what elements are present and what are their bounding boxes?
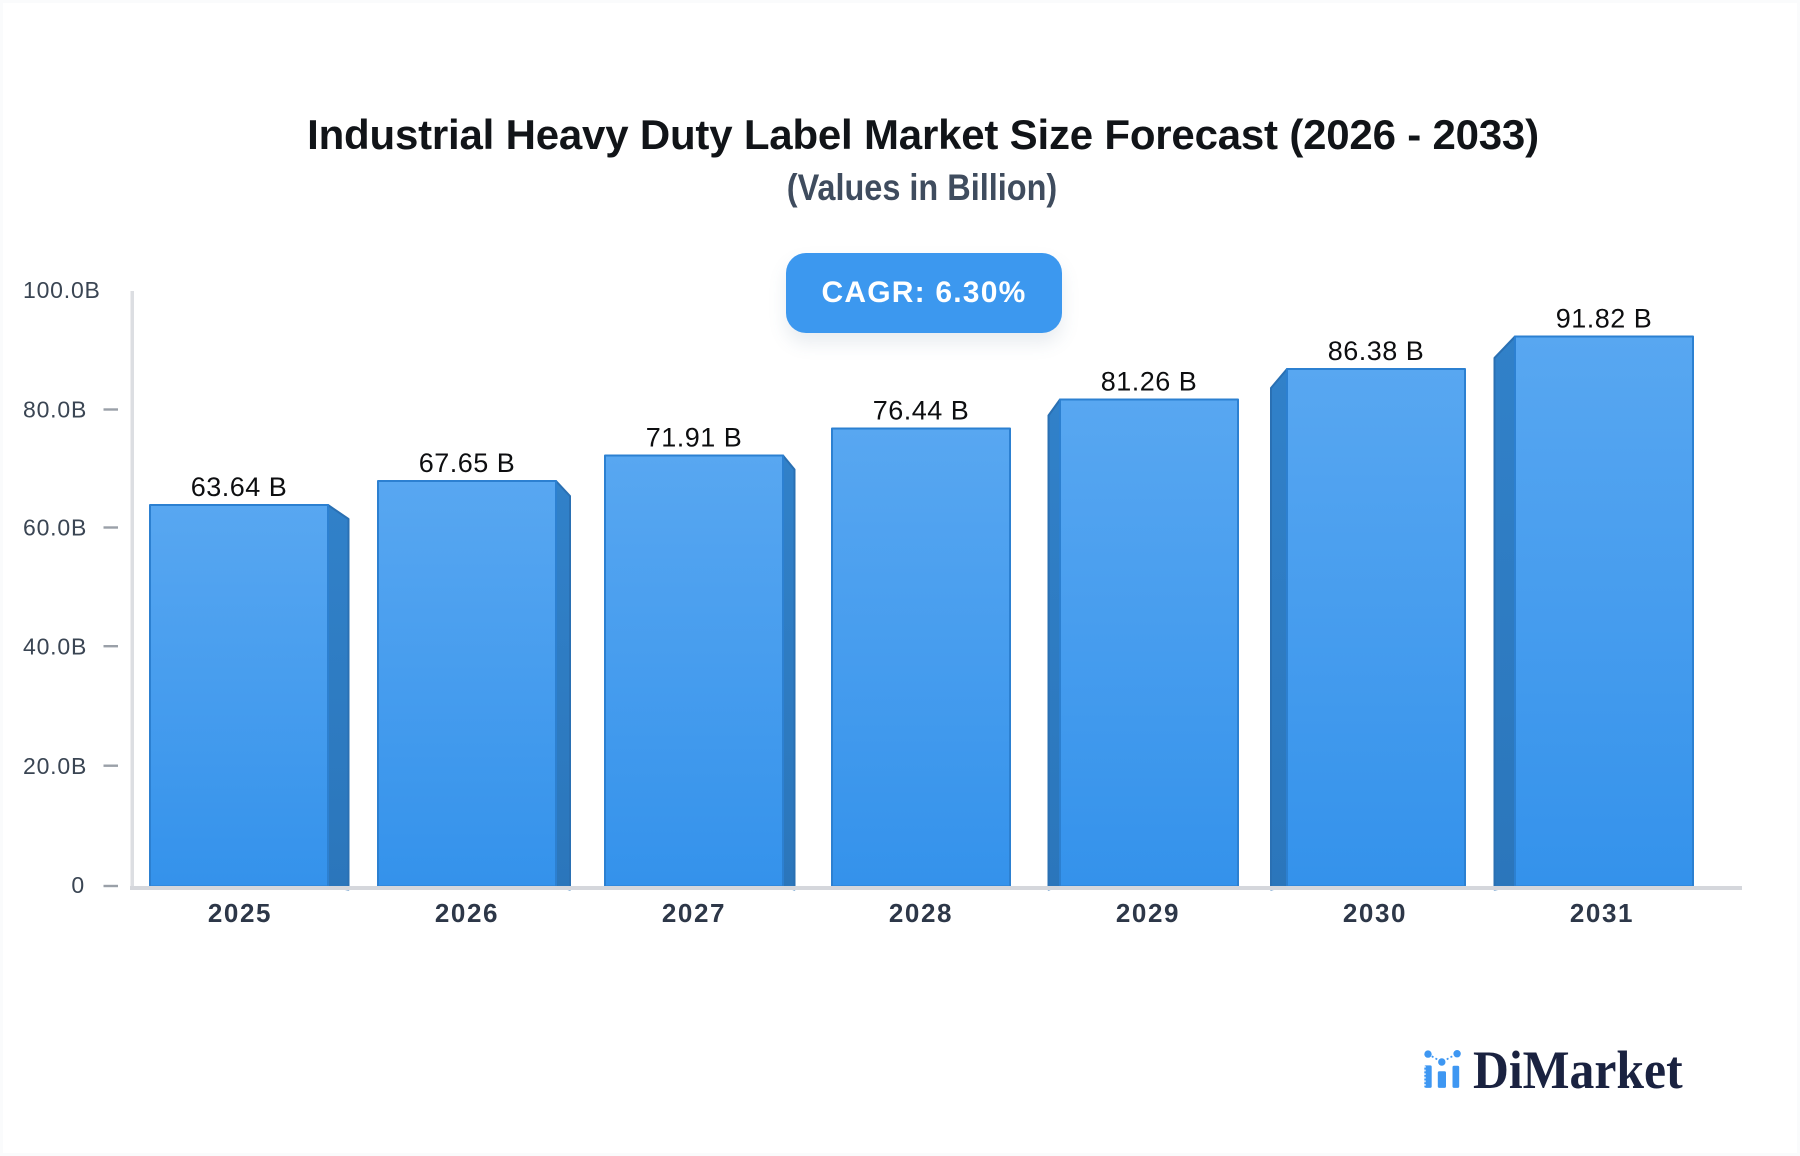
svg-text:63.64 B: 63.64 B [191, 472, 288, 502]
svg-text:67.65 B: 67.65 B [419, 448, 516, 478]
svg-text:40.0B: 40.0B [23, 633, 87, 659]
svg-text:2026: 2026 [435, 898, 499, 928]
svg-text:DiMarket: DiMarket [1473, 1041, 1683, 1100]
svg-text:71.91 B: 71.91 B [646, 423, 743, 453]
svg-text:2027: 2027 [662, 898, 726, 928]
svg-text:86.38 B: 86.38 B [1328, 336, 1425, 366]
svg-text:2031: 2031 [1570, 898, 1634, 928]
svg-text:91.82 B: 91.82 B [1556, 304, 1653, 334]
svg-text:0: 0 [71, 872, 85, 898]
svg-text:100.0B: 100.0B [23, 277, 101, 303]
svg-text:2028: 2028 [889, 898, 953, 928]
svg-text:76.44 B: 76.44 B [873, 396, 970, 426]
svg-text:80.0B: 80.0B [23, 397, 87, 423]
svg-text:2025: 2025 [208, 898, 272, 928]
svg-text:20.0B: 20.0B [23, 753, 87, 779]
svg-text:81.26 B: 81.26 B [1101, 367, 1198, 397]
svg-text:60.0B: 60.0B [23, 514, 87, 540]
svg-text:2029: 2029 [1116, 898, 1180, 928]
svg-text:2030: 2030 [1343, 898, 1407, 928]
